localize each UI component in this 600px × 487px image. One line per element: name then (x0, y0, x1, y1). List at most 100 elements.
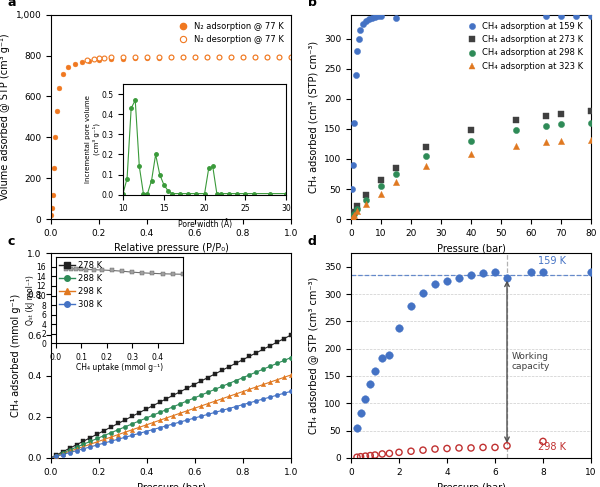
Text: d: d (308, 235, 317, 248)
X-axis label: Pressure (bar): Pressure (bar) (437, 482, 505, 487)
Point (418, 289, 428, 297)
Point (370, 13, 380, 21)
Point (127, 420, 137, 428)
Point (92, 434, 102, 442)
Point (169, 420, 178, 428)
Point (161, 406, 171, 413)
Point (141, 414, 151, 422)
Point (272, 376, 282, 384)
Point (286, 388, 296, 395)
Point (541, 138, 551, 146)
Point (442, 445, 452, 452)
Point (65, 446, 74, 454)
Point (361, 200, 371, 208)
Point (365, 380, 375, 388)
Point (72, 445, 82, 453)
Point (352, 424, 362, 431)
X-axis label: Pressure (bar): Pressure (bar) (137, 482, 205, 487)
Point (106, 433, 116, 441)
Point (286, 371, 296, 379)
Point (421, 162, 431, 170)
Point (51, 451, 61, 459)
Point (176, 400, 185, 408)
Point (526, 268, 536, 276)
Point (217, 383, 227, 391)
Point (355, 26, 365, 34)
Point (352, 207, 362, 215)
Point (272, 391, 282, 399)
Point (51, 452, 61, 460)
Point (161, 414, 171, 422)
Point (376, 190, 386, 198)
Point (286, 331, 296, 339)
Point (466, 271, 476, 279)
Point (190, 414, 199, 422)
Point (238, 388, 247, 395)
Point (92, 441, 102, 449)
Point (182, 384, 192, 392)
Text: a: a (8, 0, 16, 9)
Point (176, 409, 185, 417)
Point (217, 367, 227, 375)
Point (502, 442, 512, 450)
Point (466, 444, 476, 452)
Point (161, 422, 171, 430)
Point (86, 437, 95, 445)
Point (538, 437, 548, 445)
Point (454, 274, 464, 281)
Text: c: c (8, 235, 15, 248)
Point (259, 365, 268, 373)
Point (348, 212, 358, 220)
Point (478, 444, 488, 451)
Point (556, 120, 566, 128)
Point (65, 448, 74, 455)
Point (72, 443, 82, 451)
Point (245, 371, 254, 379)
Point (391, 178, 401, 186)
Point (141, 406, 151, 413)
Point (148, 412, 157, 419)
Point (155, 424, 164, 431)
Point (418, 446, 428, 454)
X-axis label: Relative pressure (P/P₀): Relative pressure (P/P₀) (113, 244, 229, 253)
Point (406, 448, 416, 455)
Point (430, 281, 440, 288)
Point (113, 420, 123, 428)
Point (148, 402, 157, 410)
Point (79, 437, 88, 445)
Point (538, 268, 548, 276)
Point (350, 71, 360, 79)
Point (100, 439, 109, 447)
Point (134, 424, 143, 431)
Point (361, 395, 370, 403)
Point (127, 431, 137, 439)
Point (65, 449, 74, 456)
Point (155, 416, 164, 424)
Point (347, 213, 356, 221)
Point (251, 397, 261, 405)
Point (376, 176, 386, 184)
Point (51, 452, 61, 460)
X-axis label: Pressure (bar): Pressure (bar) (437, 244, 505, 253)
Point (394, 449, 404, 456)
Point (245, 353, 254, 360)
Point (502, 274, 512, 281)
Point (358, 20, 368, 28)
Point (265, 362, 275, 370)
Point (120, 433, 130, 441)
Point (58, 450, 68, 458)
Point (376, 13, 386, 20)
Point (571, 13, 581, 20)
Point (79, 440, 88, 448)
Point (190, 394, 199, 402)
Point (65, 444, 74, 452)
Point (231, 377, 241, 385)
Point (203, 411, 213, 418)
Point (120, 423, 130, 431)
Point (370, 367, 380, 375)
Point (100, 431, 109, 439)
Point (586, 268, 596, 276)
Point (238, 374, 247, 382)
Point (541, 122, 551, 130)
Point (347, 185, 356, 193)
